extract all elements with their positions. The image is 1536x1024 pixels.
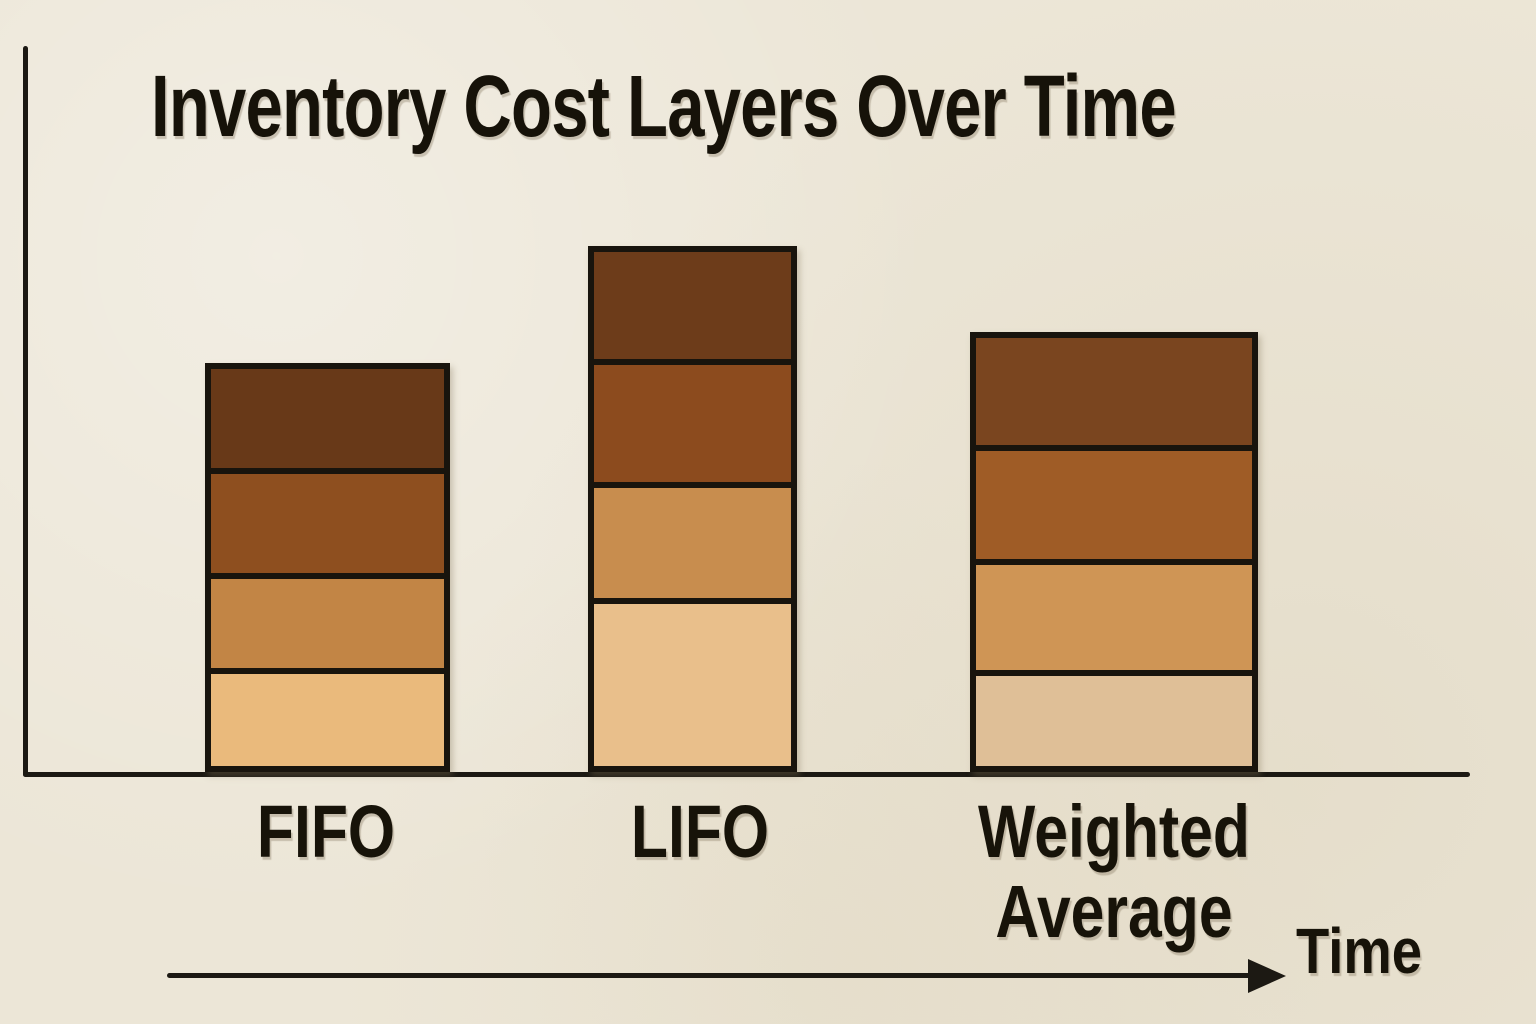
x-axis-line: [23, 772, 1470, 777]
time-axis-arrow-line: [167, 973, 1252, 978]
bar-segment-layer-3: [976, 451, 1252, 560]
bar-segment-layer-2: [976, 565, 1252, 670]
chart-title: Inventory Cost Layers Over Time: [151, 58, 1177, 155]
time-axis-arrow-head-icon: [1248, 959, 1286, 993]
bar-segment-layer-1: [976, 675, 1252, 766]
bar-segment-layer-4: [594, 252, 791, 359]
category-label-fifo: FIFO: [256, 790, 396, 873]
bar-segment-layer-2: [211, 579, 444, 669]
bar-lifo: [588, 246, 797, 772]
category-label-lifo: LIFO: [630, 790, 770, 873]
y-axis-line: [23, 46, 28, 777]
bar-segment-layer-3: [211, 474, 444, 574]
bar-segment-layer-2: [594, 488, 791, 598]
bar-segment-layer-3: [594, 364, 791, 483]
bar-segment-layer-1: [594, 603, 791, 767]
bar-segment-layer-4: [976, 338, 1252, 446]
bar-weighted-average: [970, 332, 1258, 772]
bar-segment-layer-4: [211, 369, 444, 469]
x-axis-label-time: Time: [1296, 915, 1422, 987]
bar-segment-layer-1: [211, 674, 444, 766]
category-label-weighted-average: Weighted Average: [978, 790, 1250, 953]
bar-fifo: [205, 363, 450, 772]
